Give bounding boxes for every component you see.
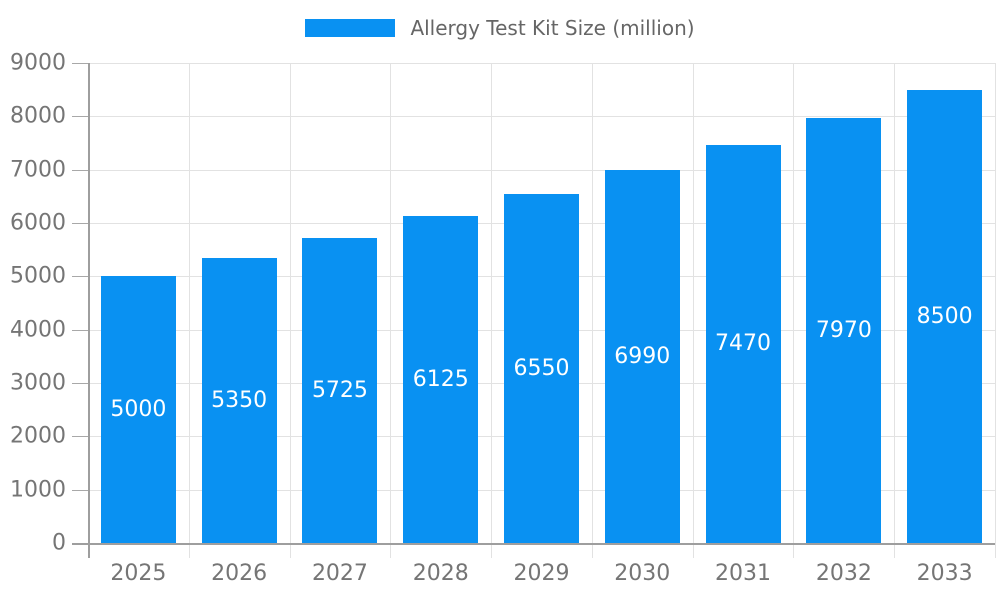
bar[interactable]: 7970 (806, 117, 882, 543)
bar-value-label: 6990 (614, 344, 671, 370)
x-tick-label: 2027 (311, 561, 368, 586)
bar-value-label: 5725 (311, 377, 368, 403)
y-axis-line (88, 63, 90, 558)
bar[interactable]: 8500 (907, 89, 983, 543)
chart-legend: Allergy Test Kit Size (million) (0, 16, 1000, 40)
x-gridline (390, 63, 392, 558)
y-tick-label: 6000 (10, 210, 66, 236)
y-tick-label: 2000 (10, 423, 66, 449)
y-tick (72, 276, 88, 278)
x-gridline (692, 63, 694, 558)
x-tick-label: 2029 (513, 561, 570, 586)
y-tick-label: 9000 (10, 50, 66, 76)
bar[interactable]: 5350 (201, 257, 277, 543)
x-tick-label: 2031 (715, 561, 772, 586)
x-tick-label: 2028 (412, 561, 469, 586)
bar-value-label: 5350 (211, 387, 268, 413)
y-tick (72, 116, 88, 118)
y-tick-label: 8000 (10, 103, 66, 129)
x-gridline (188, 63, 190, 558)
bar-value-label: 6550 (513, 355, 570, 381)
bar[interactable]: 6125 (403, 216, 479, 543)
y-gridline (88, 63, 995, 64)
bar[interactable]: 5725 (302, 237, 378, 543)
y-gridline (88, 169, 995, 171)
y-tick (72, 489, 88, 491)
y-tick (72, 223, 88, 224)
y-tick-label: 4000 (10, 317, 66, 343)
bar-value-label: 6125 (412, 367, 469, 393)
y-tick-label: 3000 (10, 370, 66, 396)
bar-value-label: 7970 (815, 317, 872, 343)
bar-value-label: 8500 (916, 303, 973, 329)
y-tick-label: 5000 (10, 263, 66, 289)
y-tick (72, 63, 88, 64)
bar-value-label: 7470 (715, 331, 772, 357)
x-tick-label: 2033 (916, 561, 973, 586)
y-tick (72, 169, 88, 171)
y-tick (72, 436, 88, 438)
x-gridline (591, 63, 593, 558)
x-tick-label: 2025 (110, 561, 167, 586)
x-gridline (491, 63, 493, 558)
x-gridline (894, 63, 896, 558)
bar[interactable]: 6990 (604, 170, 680, 543)
bar[interactable]: 5000 (100, 276, 176, 543)
x-tick-label: 2026 (211, 561, 268, 586)
x-tick-label: 2032 (815, 561, 872, 586)
x-axis-line (72, 543, 995, 545)
y-tick-label: 7000 (10, 157, 66, 183)
y-gridline (88, 116, 995, 118)
y-tick (72, 383, 88, 384)
y-tick (72, 329, 88, 331)
bar[interactable]: 7470 (705, 144, 781, 543)
x-tick-label: 2030 (614, 561, 671, 586)
y-tick-label: 0 (52, 530, 66, 556)
legend-label[interactable]: Allergy Test Kit Size (million) (410, 16, 695, 40)
y-tick-label: 1000 (10, 477, 66, 503)
bar-value-label: 5000 (110, 397, 167, 423)
legend-swatch[interactable] (305, 19, 396, 37)
x-gridline (995, 63, 996, 558)
x-gridline (793, 63, 795, 558)
x-gridline (289, 63, 291, 558)
bar[interactable]: 6550 (504, 193, 579, 543)
